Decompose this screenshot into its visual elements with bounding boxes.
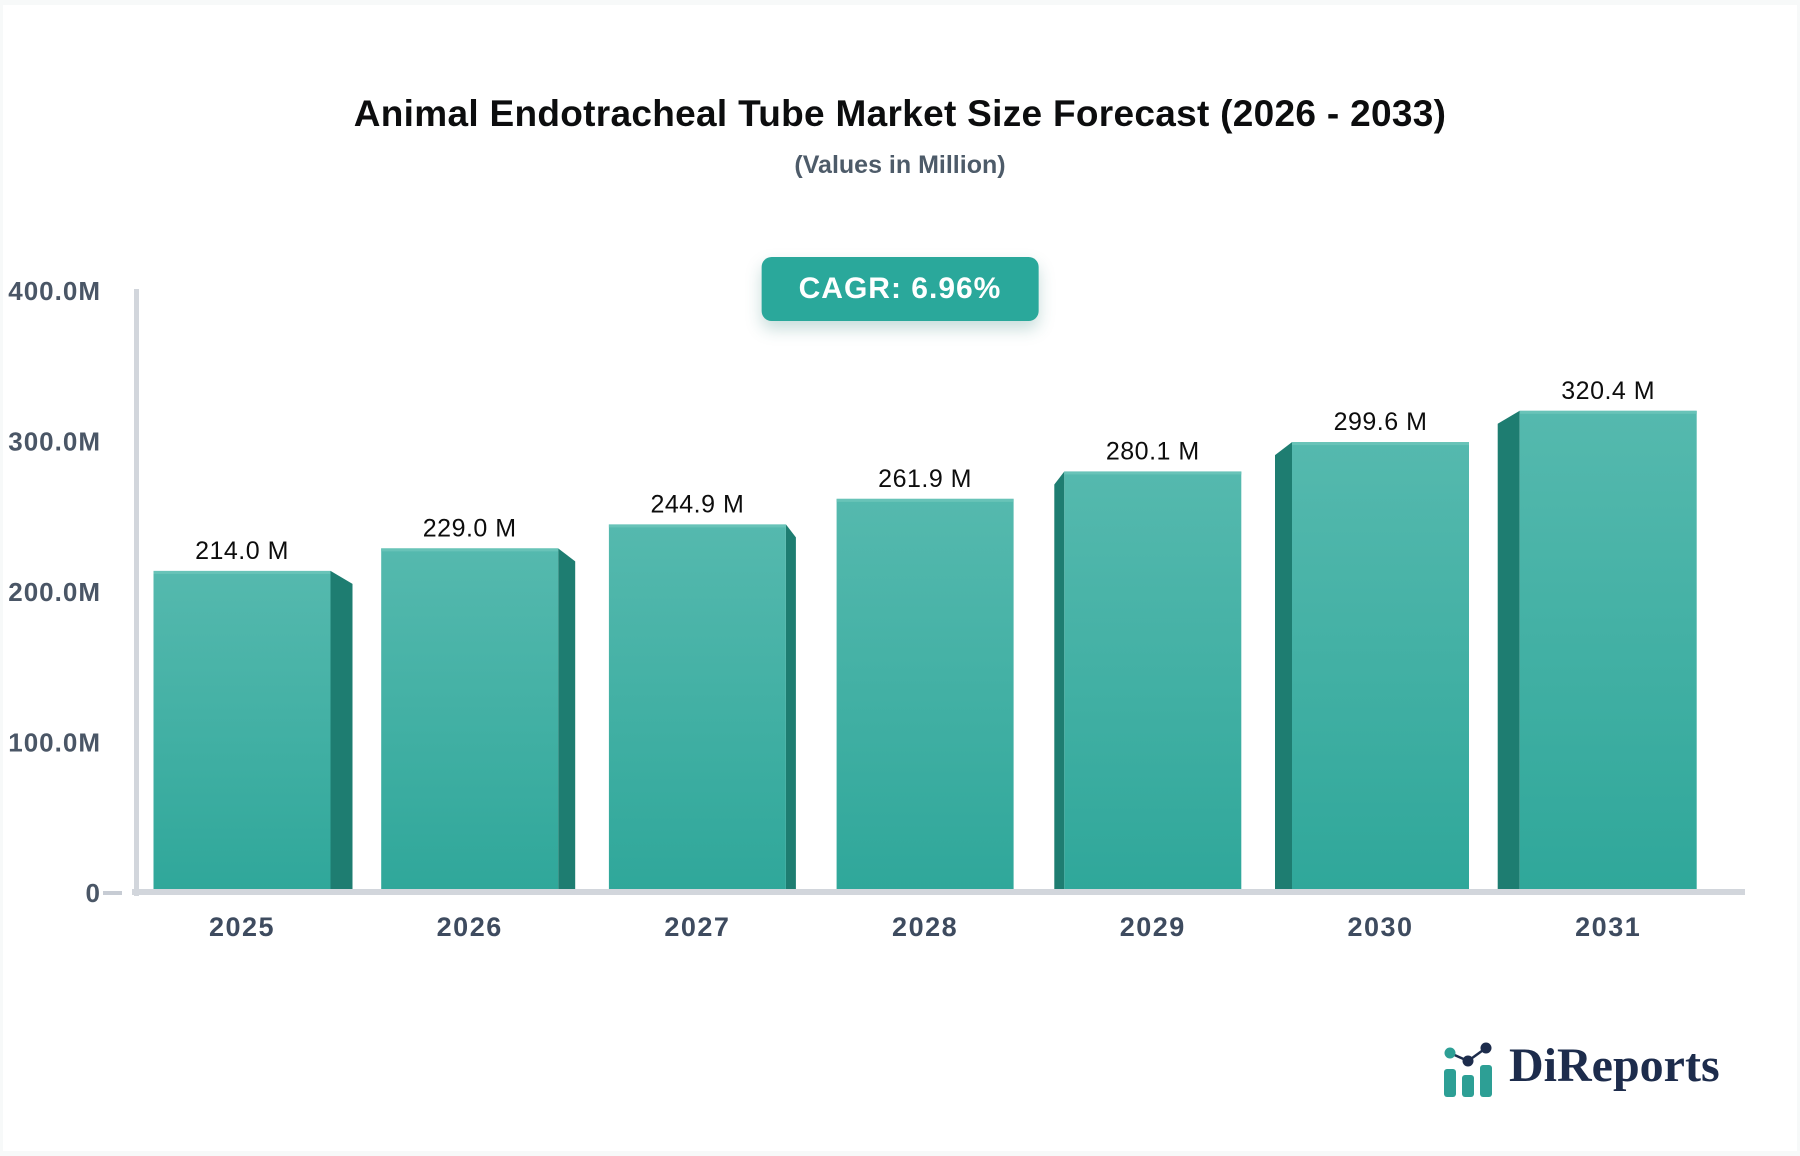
bar-group: 320.4 M 2031 (1497, 377, 1697, 942)
bar (836, 498, 1014, 893)
zero-tick-mark (103, 891, 122, 895)
chart-subtitle: (Values in Million) (794, 151, 1006, 179)
brand-logo-text: DiReports (1509, 1039, 1720, 1092)
bar-value-label: 320.4 M (1561, 377, 1655, 405)
y-tick-label: 200.0M (8, 577, 101, 607)
bar (381, 548, 559, 893)
bar-value-label: 214.0 M (195, 537, 289, 565)
x-tick-label: 2030 (1347, 912, 1413, 942)
x-tick-label: 2028 (892, 912, 958, 942)
y-tick-label: 100.0M (8, 728, 101, 758)
y-tick-label: 400.0M (8, 276, 101, 306)
bar-top-edge (1064, 471, 1242, 475)
bar-side-face (1054, 471, 1065, 893)
brand-logo: DiReports (1441, 1035, 1720, 1099)
bar-top-edge (381, 548, 559, 552)
bar-chart: 400.0M 300.0M 200.0M 100.0M 0 214.0 M 2025 229.… (8, 276, 1745, 942)
bar-value-label: 261.9 M (878, 465, 972, 493)
bar-side-face (785, 524, 796, 893)
cagr-badge: CAGR: 6.96% (761, 257, 1039, 321)
bar-value-label: 299.6 M (1334, 408, 1428, 436)
chart-title: Animal Endotracheal Tube Market Size For… (353, 93, 1447, 134)
bar-value-label: 229.0 M (423, 514, 517, 542)
bar-top-edge (153, 570, 331, 574)
bar (1519, 410, 1697, 893)
x-tick-label: 2027 (664, 912, 730, 942)
x-tick-label: 2029 (1120, 912, 1186, 942)
y-tick-label: 300.0M (8, 427, 101, 457)
bar-top-edge (608, 524, 786, 528)
mini-bar-chart-icon (1444, 1042, 1492, 1097)
bar-group: 214.0 M 2025 (153, 537, 353, 942)
bar-side-face (1275, 442, 1292, 893)
bar (608, 524, 786, 893)
bar-group: 280.1 M 2029 (1054, 437, 1242, 942)
bar-top-edge (1519, 410, 1697, 414)
x-tick-label: 2025 (209, 912, 275, 942)
bar-value-label: 280.1 M (1106, 437, 1200, 465)
bar (1064, 471, 1242, 893)
bar-side-face (558, 548, 576, 893)
bar-group: 229.0 M 2026 (381, 514, 576, 942)
bar-top-edge (1292, 442, 1469, 446)
y-axis-line (134, 289, 139, 896)
bar-group: 261.9 M 2028 (836, 465, 1014, 942)
bar-side-face (330, 570, 353, 893)
bar-value-label: 244.9 M (650, 490, 744, 518)
x-tick-label: 2031 (1575, 912, 1641, 942)
bar (1292, 442, 1469, 893)
x-tick-label: 2026 (437, 912, 503, 942)
bar-group: 244.9 M 2027 (608, 490, 796, 942)
y-tick-label: 0 (86, 878, 101, 908)
x-axis-line (132, 889, 1745, 895)
bar (153, 570, 331, 893)
bar-side-face (1497, 410, 1520, 893)
bar-group: 299.6 M 2030 (1275, 408, 1469, 942)
bar-top-edge (836, 498, 1014, 502)
